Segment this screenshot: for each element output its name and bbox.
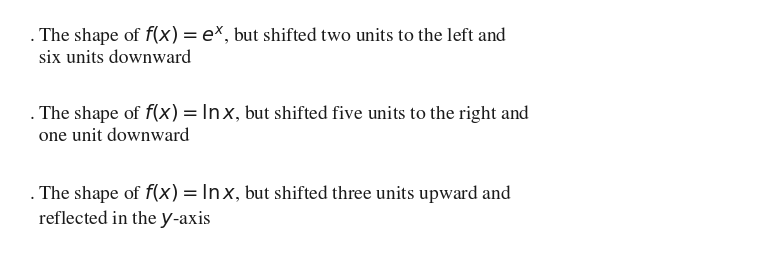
Text: . The shape of $f(x) = e^x$, but shifted two units to the left and: . The shape of $f(x) = e^x$, but shifted… — [29, 24, 507, 48]
Text: . The shape of $f(x) = \ln x$, but shifted five units to the right and: . The shape of $f(x) = \ln x$, but shift… — [29, 102, 530, 125]
Text: one unit downward: one unit downward — [29, 128, 189, 145]
Text: . The shape of $f(x) = \ln x$, but shifted three units upward and: . The shape of $f(x) = \ln x$, but shift… — [29, 182, 512, 205]
Text: six units downward: six units downward — [29, 50, 192, 67]
Text: reflected in the $y$-axis: reflected in the $y$-axis — [29, 208, 211, 230]
